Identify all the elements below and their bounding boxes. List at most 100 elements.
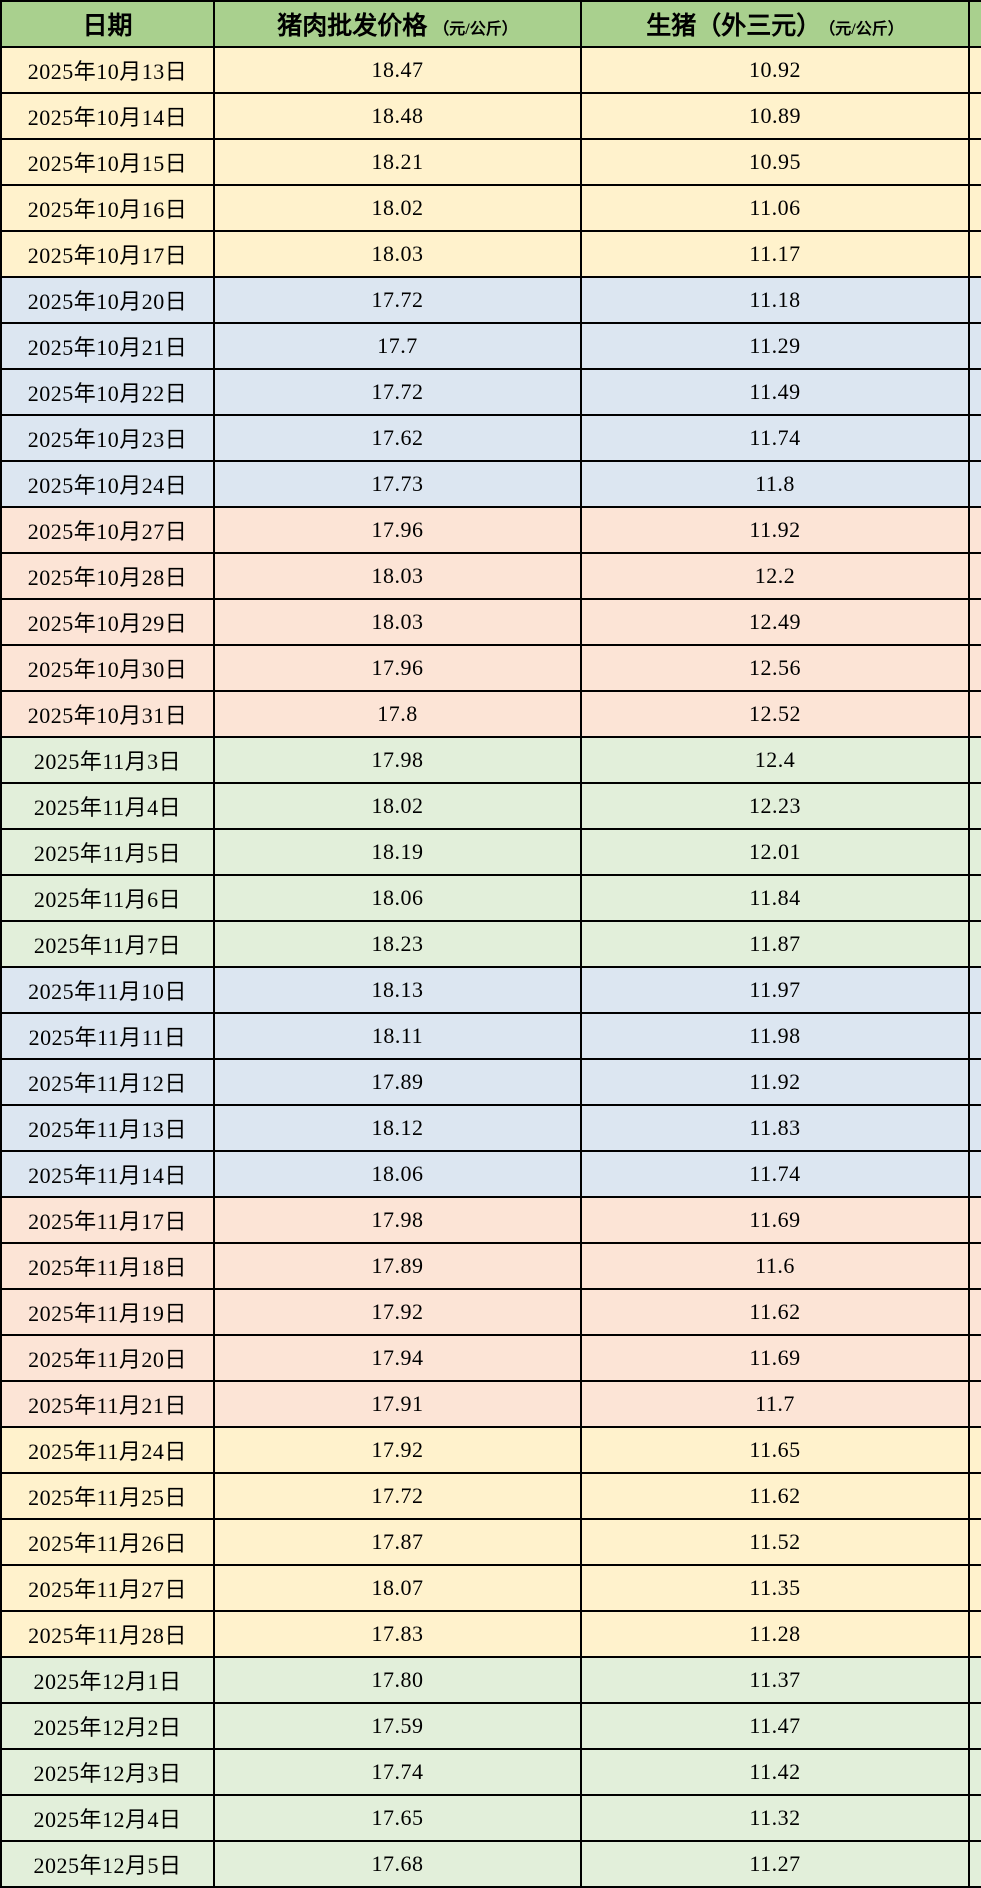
pork-price-cell: 18.48	[213, 92, 582, 140]
edge-sliver-cell	[968, 1748, 981, 1796]
pork-column-label: 猪肉批发价格	[277, 13, 428, 40]
table-body: 2025年10月13日 18.47 10.92 2025年10月14日 18.48 10.…	[0, 46, 981, 1888]
hog-price-cell: 12.01	[580, 828, 970, 876]
edge-sliver-cell	[968, 1380, 981, 1428]
edge-sliver-cell	[968, 460, 981, 508]
date-cell: 2025年11月4日	[0, 782, 215, 830]
hog-price-cell: 11.06	[580, 184, 970, 232]
pork-price-cell: 18.03	[213, 230, 582, 278]
table-row: 2025年10月30日 17.96 12.56	[0, 644, 981, 692]
pork-price-cell: 17.96	[213, 644, 582, 692]
edge-sliver-cell	[968, 1426, 981, 1474]
pork-price-cell: 18.03	[213, 598, 582, 646]
table-row: 2025年11月18日 17.89 11.6	[0, 1242, 981, 1290]
pork-price-cell: 17.72	[213, 368, 582, 416]
pork-price-cell: 18.06	[213, 874, 582, 922]
table-row: 2025年12月2日 17.59 11.47	[0, 1702, 981, 1750]
table-row: 2025年11月11日 18.11 11.98	[0, 1012, 981, 1060]
table-row: 2025年10月17日 18.03 11.17	[0, 230, 981, 278]
date-cell: 2025年12月2日	[0, 1702, 215, 1750]
hog-price-cell: 11.92	[580, 1058, 970, 1106]
pork-price-cell: 18.13	[213, 966, 582, 1014]
pork-price-cell: 18.06	[213, 1150, 582, 1198]
hog-price-cell: 11.42	[580, 1748, 970, 1796]
edge-sliver-cell	[968, 368, 981, 416]
edge-sliver-cell	[968, 1656, 981, 1704]
pork-price-cell: 17.68	[213, 1840, 582, 1888]
hog-price-cell: 11.35	[580, 1564, 970, 1612]
date-cell: 2025年11月26日	[0, 1518, 215, 1566]
pork-price-cell: 17.83	[213, 1610, 582, 1658]
hog-price-cell: 12.52	[580, 690, 970, 738]
hog-price-cell: 11.29	[580, 322, 970, 370]
hog-price-cell: 11.32	[580, 1794, 970, 1842]
date-cell: 2025年11月14日	[0, 1150, 215, 1198]
pork-price-cell: 17.91	[213, 1380, 582, 1428]
edge-sliver-cell	[968, 1518, 981, 1566]
table-row: 2025年11月12日 17.89 11.92	[0, 1058, 981, 1106]
edge-sliver-cell	[968, 1242, 981, 1290]
pork-price-cell: 18.11	[213, 1012, 582, 1060]
table-row: 2025年10月21日 17.7 11.29	[0, 322, 981, 370]
pork-price-cell: 17.98	[213, 1196, 582, 1244]
table-row: 2025年11月5日 18.19 12.01	[0, 828, 981, 876]
table-row: 2025年10月14日 18.48 10.89	[0, 92, 981, 140]
edge-sliver-cell	[968, 552, 981, 600]
table-row: 2025年11月10日 18.13 11.97	[0, 966, 981, 1014]
edge-sliver-cell	[968, 1288, 981, 1336]
hog-price-cell: 12.23	[580, 782, 970, 830]
hog-price-cell: 11.83	[580, 1104, 970, 1152]
pork-price-cell: 18.02	[213, 184, 582, 232]
pork-price-cell: 17.7	[213, 322, 582, 370]
pork-price-cell: 18.12	[213, 1104, 582, 1152]
date-cell: 2025年11月18日	[0, 1242, 215, 1290]
edge-sliver-cell	[968, 920, 981, 968]
date-cell: 2025年10月21日	[0, 322, 215, 370]
pork-price-cell: 17.96	[213, 506, 582, 554]
pork-price-cell: 17.65	[213, 1794, 582, 1842]
edge-sliver-cell	[968, 1334, 981, 1382]
edge-sliver-cell	[968, 138, 981, 186]
hog-price-cell: 11.17	[580, 230, 970, 278]
date-cell: 2025年10月23日	[0, 414, 215, 462]
edge-sliver-cell	[968, 1058, 981, 1106]
pork-price-cell: 18.07	[213, 1564, 582, 1612]
date-column-label: 日期	[82, 13, 133, 40]
date-cell: 2025年10月24日	[0, 460, 215, 508]
hog-price-cell: 12.49	[580, 598, 970, 646]
date-cell: 2025年11月5日	[0, 828, 215, 876]
hog-price-cell: 11.27	[580, 1840, 970, 1888]
table-row: 2025年10月27日 17.96 11.92	[0, 506, 981, 554]
col-header-date: 日期	[0, 0, 215, 48]
date-cell: 2025年10月13日	[0, 46, 215, 94]
date-cell: 2025年10月31日	[0, 690, 215, 738]
pork-price-cell: 18.47	[213, 46, 582, 94]
pork-price-cell: 17.98	[213, 736, 582, 784]
table-row: 2025年10月28日 18.03 12.2	[0, 552, 981, 600]
table-row: 2025年11月24日 17.92 11.65	[0, 1426, 981, 1474]
date-cell: 2025年11月6日	[0, 874, 215, 922]
pork-price-cell: 17.94	[213, 1334, 582, 1382]
table-row: 2025年11月26日 17.87 11.52	[0, 1518, 981, 1566]
pork-price-cell: 18.21	[213, 138, 582, 186]
date-cell: 2025年10月27日	[0, 506, 215, 554]
pork-price-cell: 17.62	[213, 414, 582, 462]
date-cell: 2025年11月19日	[0, 1288, 215, 1336]
table-row: 2025年11月21日 17.91 11.7	[0, 1380, 981, 1428]
edge-sliver-cell	[968, 92, 981, 140]
hog-price-cell: 11.28	[580, 1610, 970, 1658]
edge-sliver-cell	[968, 1840, 981, 1888]
hog-price-cell: 11.49	[580, 368, 970, 416]
edge-sliver-cell	[968, 1564, 981, 1612]
hog-price-cell: 11.92	[580, 506, 970, 554]
edge-sliver-cell	[968, 1610, 981, 1658]
table-row: 2025年11月17日 17.98 11.69	[0, 1196, 981, 1244]
table-row: 2025年11月27日 18.07 11.35	[0, 1564, 981, 1612]
edge-sliver-cell	[968, 966, 981, 1014]
table-row: 2025年12月1日 17.80 11.37	[0, 1656, 981, 1704]
date-cell: 2025年10月15日	[0, 138, 215, 186]
edge-sliver-cell	[968, 1472, 981, 1520]
table-row: 2025年11月4日 18.02 12.23	[0, 782, 981, 830]
date-cell: 2025年11月12日	[0, 1058, 215, 1106]
date-cell: 2025年11月21日	[0, 1380, 215, 1428]
